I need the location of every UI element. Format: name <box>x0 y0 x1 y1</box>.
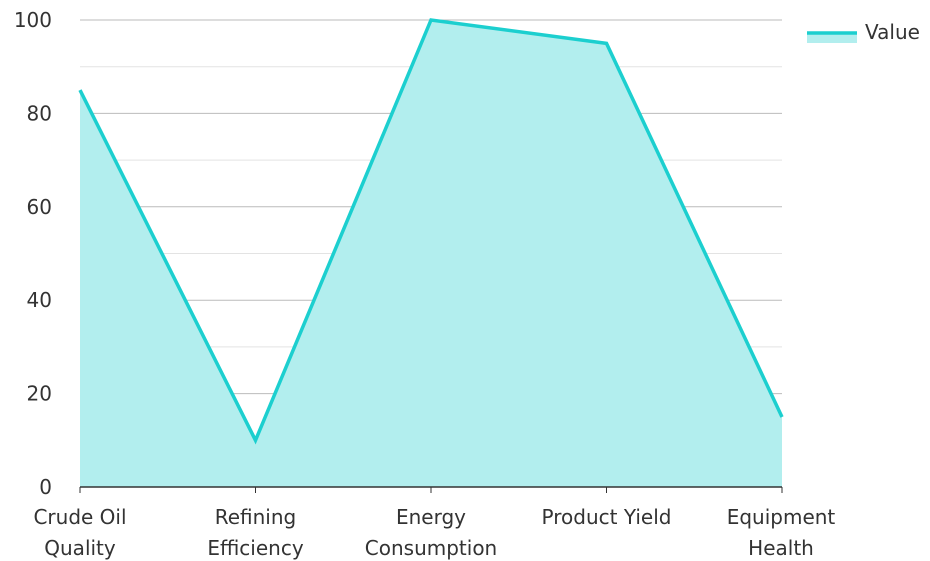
x-tick-label: Equipment Health <box>727 505 836 560</box>
x-axis-tick-labels: Crude Oil Quality Refining Efficiency Energy… <box>33 487 835 560</box>
y-tick-label: 80 <box>27 101 52 125</box>
legend-swatch <box>807 33 857 43</box>
x-tick-label: Product Yield <box>542 505 672 529</box>
y-tick-label: 100 <box>14 8 52 32</box>
y-tick-label: 0 <box>39 475 52 499</box>
y-tick-label: 20 <box>27 382 52 406</box>
x-tick-label: Refining Efficiency <box>207 505 304 560</box>
legend: Value <box>807 20 920 44</box>
y-tick-label: 60 <box>27 195 52 219</box>
series-value-area <box>80 20 782 487</box>
legend-label-value: Value <box>865 20 920 44</box>
y-axis-tick-labels: 0 20 40 60 80 100 <box>14 8 52 499</box>
series-value-line <box>78 18 784 445</box>
x-tick-label: Crude Oil Quality <box>33 505 126 560</box>
x-tick-label: Energy Consumption <box>365 505 497 560</box>
y-tick-label: 40 <box>27 288 52 312</box>
